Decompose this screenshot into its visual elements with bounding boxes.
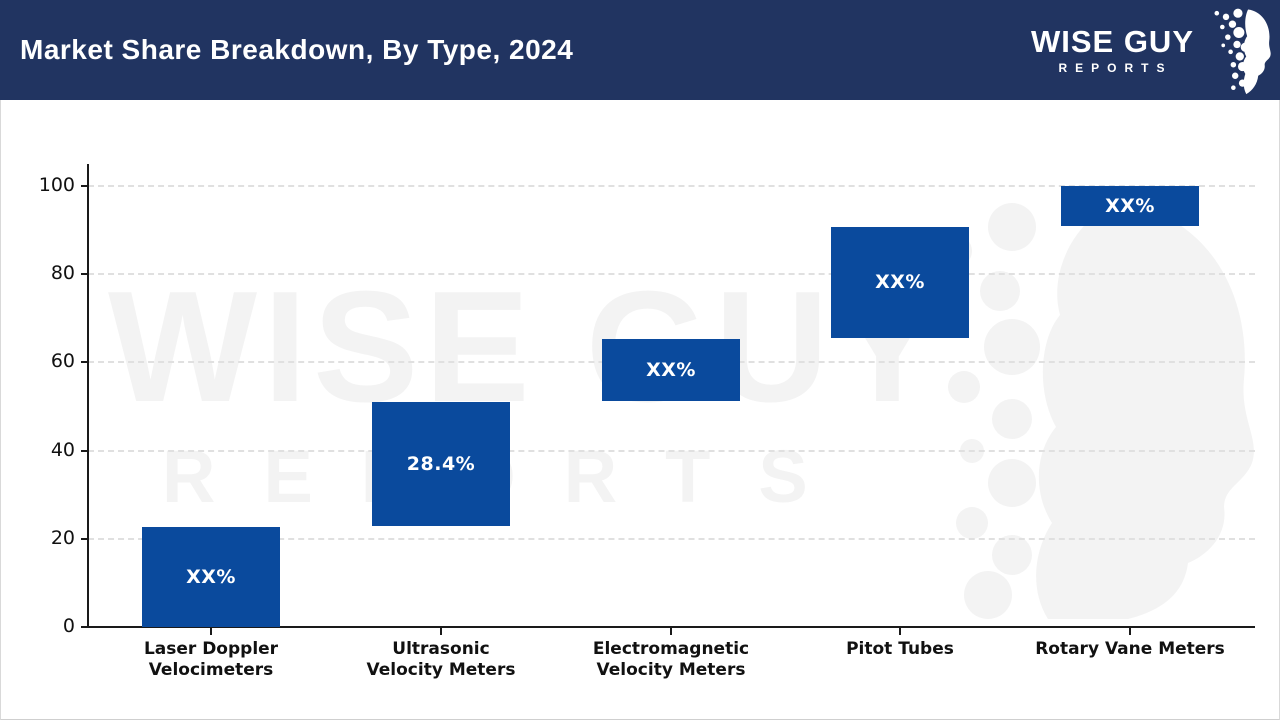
- bar-value-label: XX%: [1105, 195, 1155, 218]
- y-tick-label: 20: [50, 526, 75, 549]
- x-tick-mark: [440, 628, 442, 635]
- x-category-label: Electromagnetic Velocity Meters: [592, 639, 750, 680]
- brand-logo-text: WISE GUY REPORTS: [1031, 26, 1194, 75]
- header-bar: Market Share Breakdown, By Type, 2024 WI…: [0, 0, 1280, 100]
- brand-logo: WISE GUY REPORTS: [1031, 0, 1272, 100]
- x-tick-mark: [670, 628, 672, 635]
- y-tick-label: 0: [62, 615, 75, 637]
- bar-value-label: XX%: [646, 359, 696, 382]
- y-tick-mark: [81, 185, 88, 187]
- x-tick-mark: [1129, 628, 1131, 635]
- bar-segment: 28.4%: [372, 401, 510, 526]
- bar-value-label: XX%: [186, 565, 236, 588]
- y-tick-mark: [81, 626, 88, 628]
- x-category-label: Ultrasonic Velocity Meters: [366, 639, 516, 680]
- x-axis-line: [87, 626, 1255, 628]
- y-tick-label: 80: [50, 262, 75, 285]
- dotted-head-icon: [1214, 8, 1271, 95]
- bar-segment: XX%: [831, 226, 969, 339]
- gridline: [88, 185, 1255, 187]
- watermark-brand-name: WISE GUY: [108, 259, 947, 435]
- y-tick-label: 60: [50, 350, 75, 373]
- x-category-label: Rotary Vane Meters: [1035, 639, 1225, 659]
- y-tick-mark: [81, 449, 88, 452]
- brand-name: WISE GUY: [1030, 23, 1194, 59]
- bar-segment: XX%: [142, 526, 280, 627]
- y-tick-mark: [81, 537, 88, 540]
- y-tick-mark: [81, 273, 88, 276]
- y-tick-mark: [81, 361, 88, 364]
- x-tick-mark: [899, 628, 901, 635]
- x-category-label: Pitot Tubes: [846, 639, 954, 659]
- brand-subname: REPORTS: [1058, 60, 1173, 75]
- x-tick-mark: [210, 628, 212, 635]
- bar-segment: XX%: [1061, 186, 1199, 227]
- page-title: Market Share Breakdown, By Type, 2024: [20, 34, 574, 65]
- y-tick-label: 100: [38, 174, 75, 196]
- x-category-label: Laser Doppler Velocimeters: [143, 639, 279, 680]
- bar-value-label: XX%: [875, 271, 925, 294]
- y-tick-label: 40: [50, 438, 75, 461]
- gridline: [88, 273, 1255, 276]
- bar-value-label: 28.4%: [406, 452, 476, 475]
- gridline: [88, 537, 1255, 540]
- bar-segment: XX%: [602, 339, 740, 402]
- y-axis-line: [87, 164, 89, 628]
- gridline: [88, 449, 1255, 452]
